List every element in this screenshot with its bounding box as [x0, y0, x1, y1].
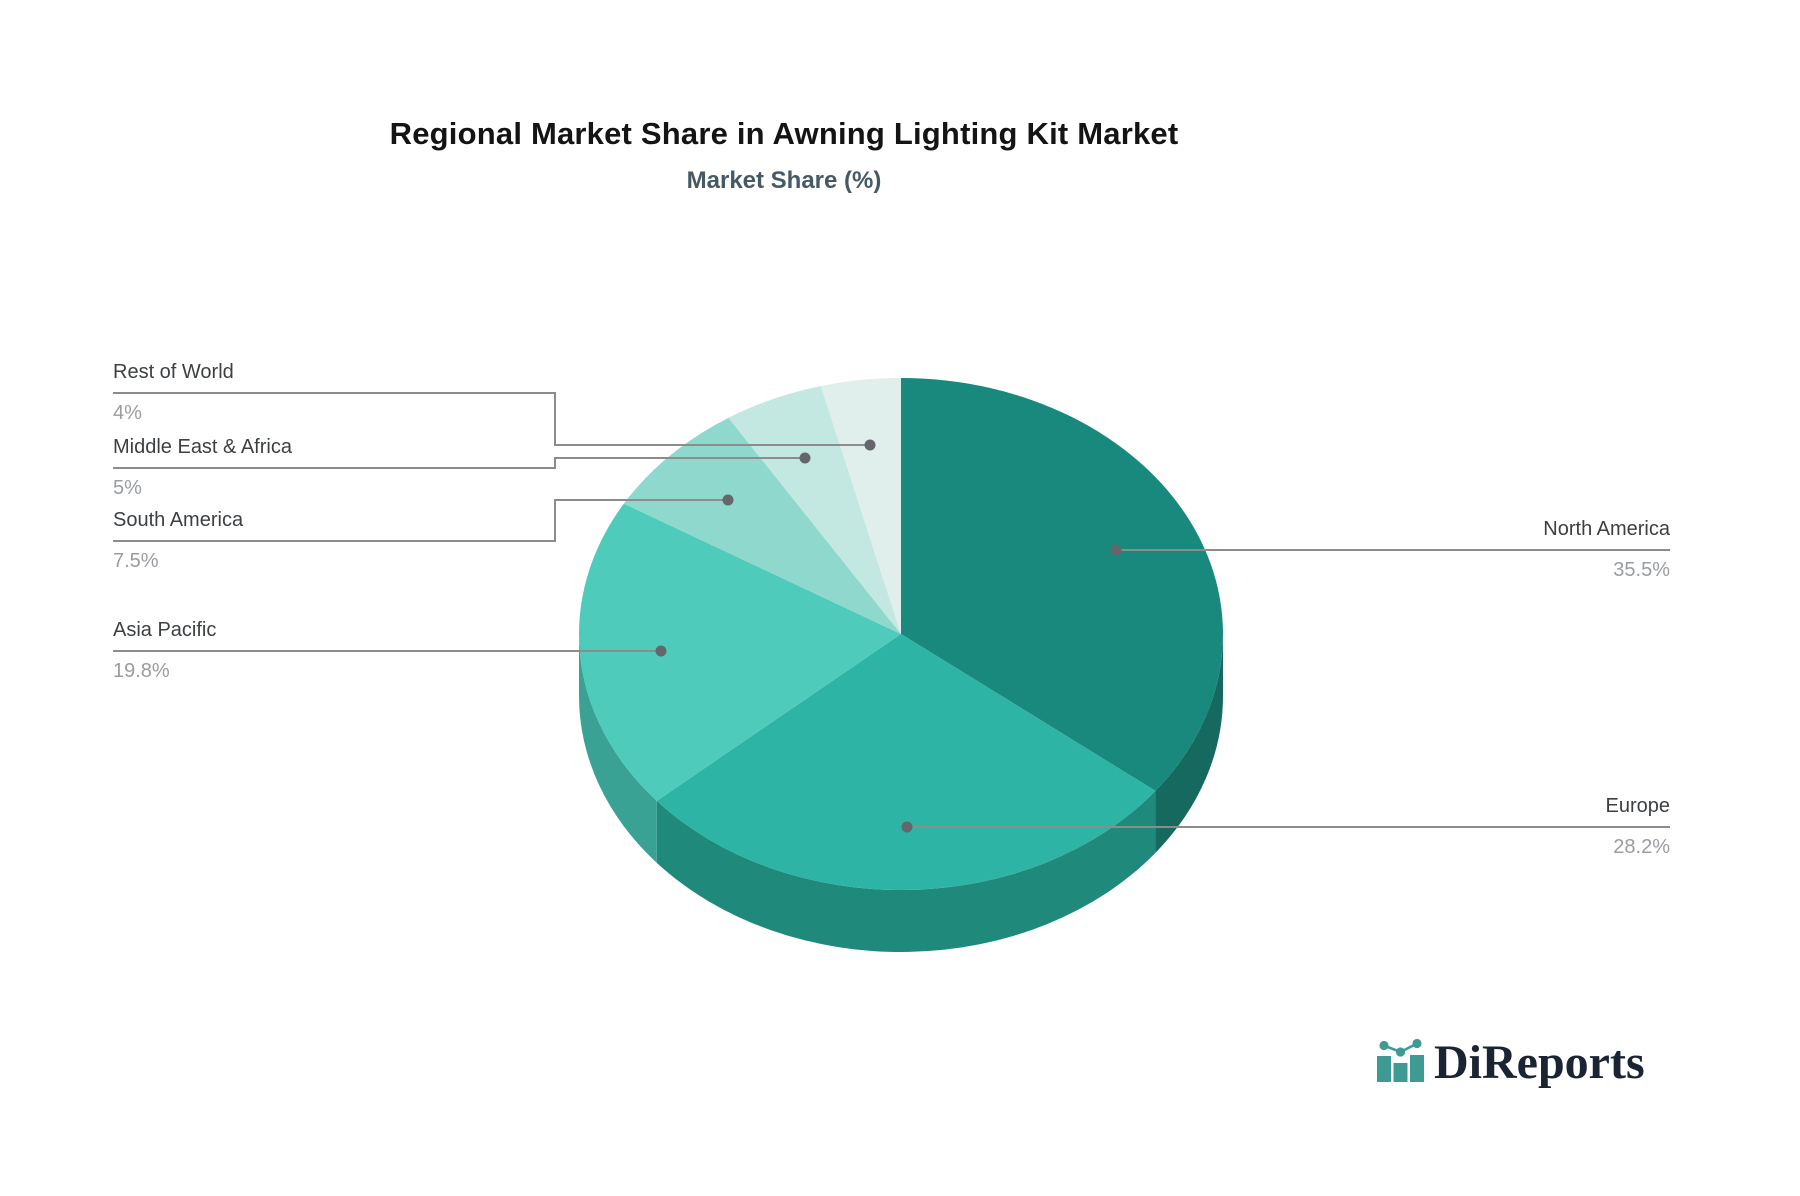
pie-slice-south-america[interactable]: [623, 417, 901, 634]
leader-dot-europe: [901, 821, 913, 833]
slice-value-middle-east-africa: 5%: [113, 477, 142, 499]
leader-dot-south-america: [722, 494, 734, 506]
direports-logo-text: DiReports: [1434, 1036, 1645, 1090]
slice-value-north-america: 35.5%: [1613, 559, 1670, 581]
slice-value-europe: 28.2%: [1613, 836, 1670, 858]
slice-label-middle-east-africa: Middle East & Africa: [113, 436, 292, 458]
pie-slice-side-north-america: [1155, 634, 1223, 853]
slice-label-rest-of-world: Rest of World: [113, 361, 234, 383]
direports-logo: DiReports: [1374, 1036, 1645, 1090]
pie-slice-side-europe: [656, 790, 1156, 953]
chart-title: Regional Market Share in Awning Lighting…: [389, 116, 1179, 151]
slice-label-europe: Europe: [1605, 795, 1671, 817]
slice-value-asia-pacific: 19.8%: [113, 660, 170, 682]
leader-dot-asia-pacific: [655, 645, 667, 657]
leader-line-middle-east-africa: [113, 457, 805, 469]
pie-slice-asia-pacific[interactable]: [579, 503, 901, 801]
slice-label-south-america: South America: [113, 509, 244, 531]
slice-label-asia-pacific: Asia Pacific: [113, 619, 217, 641]
leader-dot-middle-east-africa: [799, 452, 811, 464]
leader-dot-north-america: [1110, 544, 1122, 556]
leader-line-rest-of-world: [113, 392, 870, 446]
slice-value-rest-of-world: 4%: [113, 402, 142, 424]
pie-slice-side-asia-pacific: [579, 634, 657, 863]
slice-value-south-america: 7.5%: [113, 550, 159, 572]
leader-dot-rest-of-world: [864, 439, 876, 451]
leader-line-south-america: [113, 499, 728, 542]
bar-line-chart-icon: [1377, 1038, 1424, 1082]
pie-slice-rest-of-world[interactable]: [820, 378, 901, 634]
slice-label-north-america: North America: [1543, 518, 1670, 540]
chart-subtitle: Market Share (%): [686, 167, 882, 194]
pie-slice-north-america[interactable]: [901, 378, 1224, 791]
pie-slice-middle-east-africa[interactable]: [728, 386, 901, 634]
